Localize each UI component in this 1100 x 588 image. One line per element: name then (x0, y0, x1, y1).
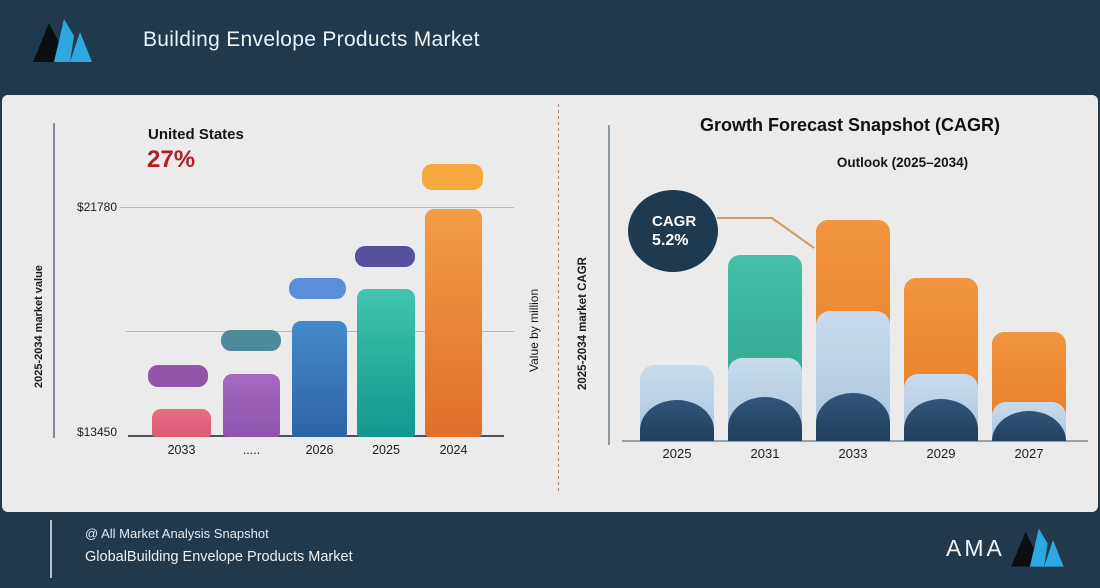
right-x-label-2029: 2029 (926, 446, 956, 461)
left-ytick-top: $21780 (76, 200, 117, 214)
footer-market-text: GlobalBuilding Envelope Products Market (85, 549, 353, 565)
left-bar-cap-2033 (148, 365, 208, 387)
cagr-bubble-label: CAGR (652, 212, 697, 230)
cagr-bubble-value: 5.2% (652, 232, 689, 250)
footer-band (0, 512, 1100, 588)
left-x-label-2024: 2024 (439, 443, 468, 457)
left-x-label-2026: 2026 (305, 443, 334, 457)
right-bar-base-2025 (640, 400, 714, 441)
right-x-label-2031: 2031 (750, 446, 780, 461)
left-y-axis-label: 2025-2034 market value (33, 265, 45, 388)
left-bar-2026 (292, 321, 347, 437)
region-label: United States (148, 126, 244, 143)
left-gridline-top (120, 207, 514, 208)
cagr-bubble: CAGR 5.2% (628, 190, 718, 272)
left-right-axis-label: Value by million (527, 288, 541, 372)
footer-brand-text: AMA (946, 535, 1005, 561)
header-band: Building Envelope Products Market (0, 0, 1100, 95)
right-x-label-2025: 2025 (662, 446, 692, 461)
right-x-label-2033: 2033 (838, 446, 868, 461)
left-x-label-2033: 2033 (167, 443, 196, 457)
page-title: Building Envelope Products Market (143, 28, 480, 51)
footer-snapshot-text: @ All Market Analysis Snapshot (85, 526, 269, 541)
ama-logo-icon (33, 19, 92, 62)
left-bar-2024 (425, 209, 482, 437)
right-x-label-2027: 2027 (1014, 446, 1044, 461)
left-ytick-bottom: $13450 (76, 425, 117, 439)
highlight-percentage: 27% (147, 146, 196, 173)
left-bar-cap-..... (221, 330, 281, 351)
right-y-axis (608, 125, 610, 445)
left-x-label-.....: ..... (242, 443, 261, 457)
left-bar-2033 (152, 409, 211, 437)
right-chart-title: Growth Forecast Snapshot (CAGR) (699, 115, 1000, 135)
right-y-axis-label: 2025-2034 market CAGR (577, 257, 589, 390)
right-bar-base-2031 (728, 397, 802, 441)
panel-divider (558, 104, 559, 494)
right-bar-base-2033 (816, 393, 890, 441)
left-bar-cap-2025 (355, 246, 415, 267)
right-bar-base-2029 (904, 399, 978, 441)
footer-divider-rule (50, 520, 52, 578)
left-bar-cap-2026 (289, 278, 346, 299)
right-chart-subtitle: Outlook (2025–2034) (836, 155, 969, 170)
left-bar-cap-2024 (422, 164, 483, 190)
left-x-label-2025: 2025 (372, 443, 400, 457)
right-x-axis (622, 440, 1088, 442)
left-bar-2025 (357, 289, 415, 437)
ama-logo-icon-footer (1011, 528, 1064, 567)
left-bar-..... (223, 374, 280, 437)
left-y-axis (53, 123, 55, 438)
